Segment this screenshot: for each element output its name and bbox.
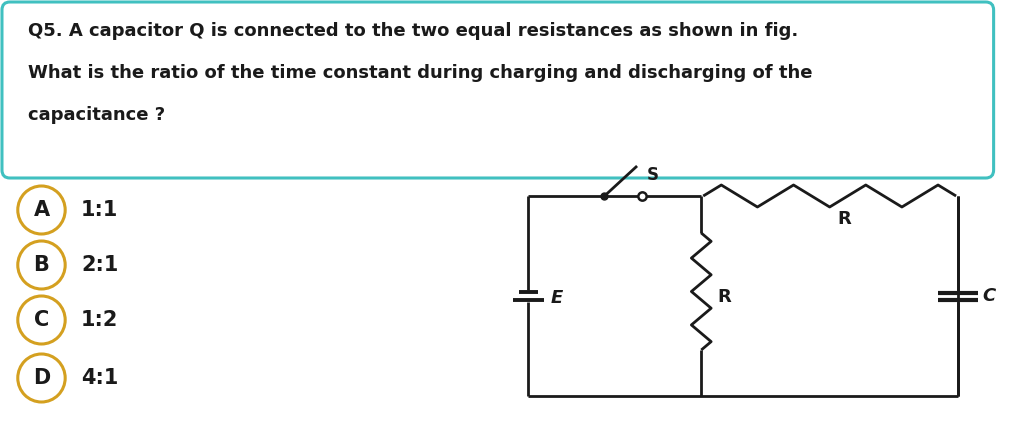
FancyBboxPatch shape	[2, 2, 993, 178]
Text: capacitance ?: capacitance ?	[28, 106, 165, 124]
Text: B: B	[34, 255, 49, 275]
Text: 4:1: 4:1	[81, 368, 119, 388]
Text: Q5. A capacitor Q is connected to the two equal resistances as shown in fig.: Q5. A capacitor Q is connected to the tw…	[28, 22, 798, 40]
Text: R: R	[717, 287, 731, 305]
Text: 2:1: 2:1	[81, 255, 119, 275]
Text: What is the ratio of the time constant during charging and discharging of the: What is the ratio of the time constant d…	[28, 64, 812, 82]
Text: D: D	[33, 368, 50, 388]
Text: C: C	[983, 287, 996, 305]
Circle shape	[17, 186, 66, 234]
Text: A: A	[34, 200, 49, 220]
Text: C: C	[34, 310, 49, 330]
Circle shape	[17, 354, 66, 402]
Circle shape	[17, 241, 66, 289]
Text: S: S	[647, 166, 658, 184]
Text: 1:2: 1:2	[81, 310, 119, 330]
Text: 1:1: 1:1	[81, 200, 119, 220]
Circle shape	[17, 296, 66, 344]
Text: E: E	[550, 289, 562, 307]
Text: R: R	[838, 210, 851, 228]
